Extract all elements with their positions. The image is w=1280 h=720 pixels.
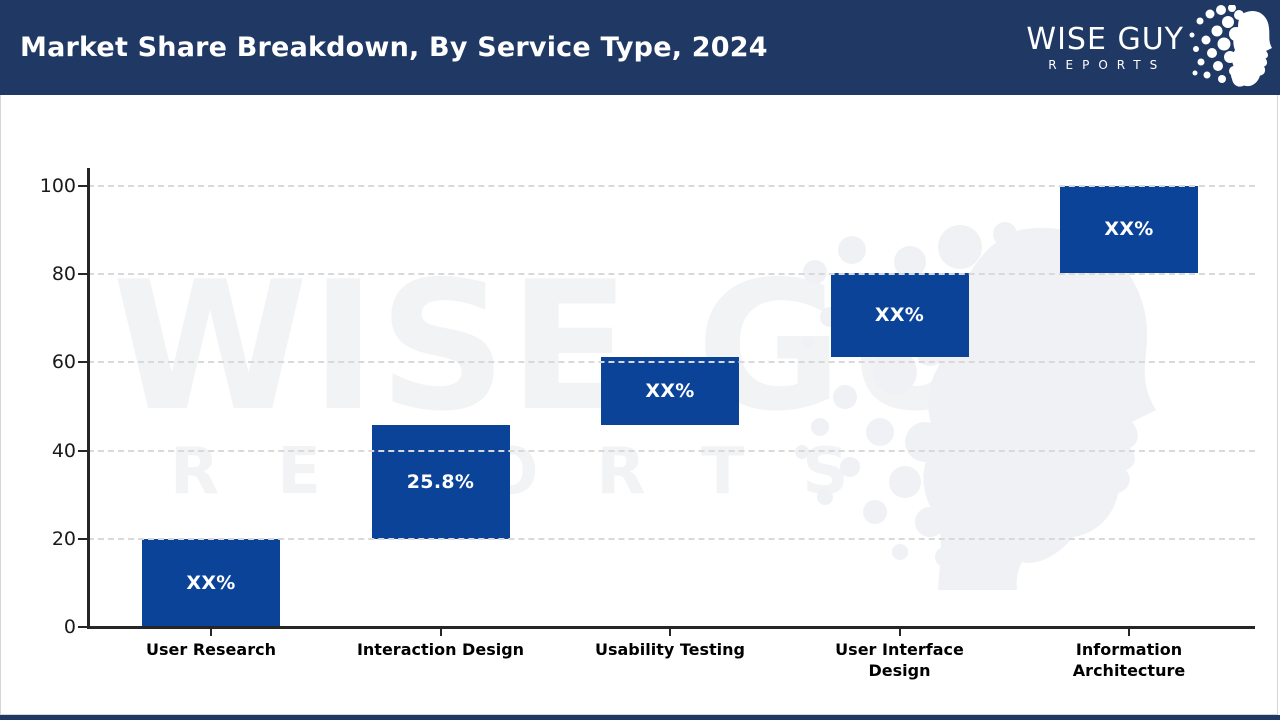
brand-sub: REPORTS [1048, 58, 1167, 72]
x-label-user-research: User Research [146, 640, 276, 659]
page-title: Market Share Breakdown, By Service Type,… [20, 32, 768, 63]
y-tick-100 [78, 185, 88, 187]
gridline-80 [88, 273, 1255, 276]
gridline-20 [88, 537, 1255, 540]
y-tick-0 [78, 626, 88, 628]
bottom-accent-bar [0, 715, 1280, 720]
y-tick-40 [78, 449, 88, 452]
x-label-usability-testing: Usability Testing [594, 640, 745, 659]
y-tick-label-40: 40 [51, 439, 76, 462]
y-tick-80 [78, 273, 88, 276]
x-tick-usability-testing [669, 627, 671, 636]
y-tick-label-0: 0 [63, 616, 76, 638]
x-label-interaction-design: Interaction Design [356, 640, 525, 659]
bar-user-research: XX% [142, 538, 280, 627]
bar-user-interface-design: XX% [830, 272, 969, 358]
bar-usability-testing: XX% [601, 357, 739, 425]
bar-information-architecture: XX% [1060, 186, 1198, 273]
bar-value-label: 25.8% [406, 470, 475, 493]
x-tick-interaction-design [439, 627, 442, 636]
y-tick-label-20: 20 [51, 527, 76, 550]
x-tick-information-architecture [1128, 627, 1130, 636]
y-tick-label-80: 80 [51, 263, 76, 286]
brand-name: WISE GUY [1026, 22, 1184, 57]
y-tick-label-100: 100 [39, 175, 76, 197]
brand-face-icon [1189, 5, 1272, 87]
brand-logo: WISE GUY REPORTS [1026, 4, 1272, 92]
x-tick-user-interface-design [898, 627, 901, 636]
y-axis-line [87, 168, 90, 629]
bar-value-label: XX% [645, 380, 695, 403]
x-label-information-architecture: Information Architecture [1072, 640, 1186, 680]
x-axis-line [87, 626, 1255, 629]
gridline-100 [88, 185, 1255, 187]
gridline-60 [88, 361, 1255, 364]
bar-value-label: XX% [1104, 218, 1154, 241]
bar-value-label: XX% [874, 303, 925, 326]
y-tick-60 [78, 361, 88, 364]
y-tick-20 [78, 537, 88, 540]
bar-value-label: XX% [186, 571, 236, 594]
y-tick-label-60: 60 [51, 351, 76, 374]
x-label-user-interface-design: User Interface Design [835, 640, 964, 680]
bar-interaction-design: 25.8% [371, 425, 510, 539]
header-bar: Market Share Breakdown, By Service Type,… [0, 0, 1280, 95]
x-tick-user-research [210, 627, 212, 636]
brand-text: WISE GUY REPORTS [1026, 22, 1184, 73]
gridline-40 [88, 449, 1255, 452]
